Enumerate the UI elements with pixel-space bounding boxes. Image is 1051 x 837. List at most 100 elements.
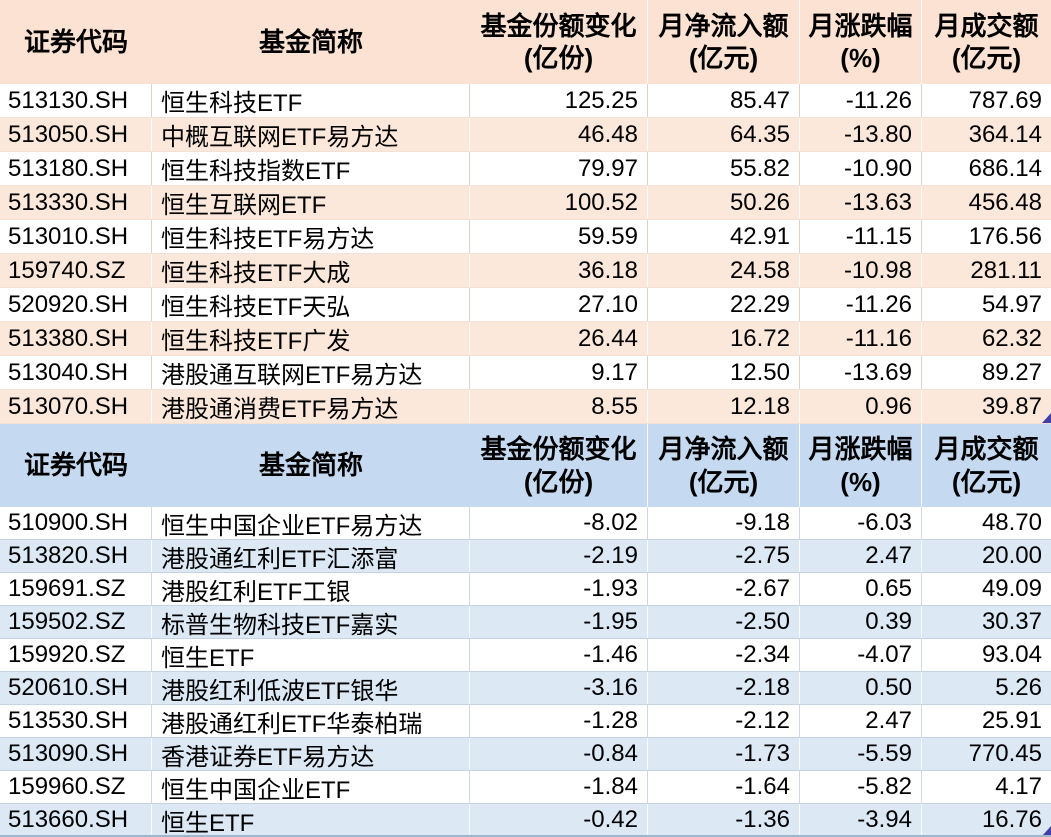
- column-header-title: 基金简称: [258, 450, 363, 481]
- security-code-cell: 159502.SZ: [0, 606, 152, 638]
- value-cell: 364.14: [968, 120, 1042, 148]
- inflow-table: 证券代码 基金简称 基金份额变化 (亿份) 月净流入额 (亿元) 月涨跌幅 (%) 月成交额 (亿…: [0, 0, 1051, 424]
- value-cell: -9.18: [648, 507, 800, 539]
- security-code-cell: 513820.SH: [0, 540, 152, 572]
- column-header-unit: (亿份): [523, 466, 594, 497]
- column-header: 证券代码: [0, 0, 152, 84]
- value-cell: -2.12: [648, 705, 800, 737]
- value-cell: 686.14: [968, 154, 1042, 182]
- fund-name-cell: 中概互联网ETF易方达: [152, 118, 470, 151]
- table-row: 513130.SH 恒生科技ETF 125.25 85.47 -11.26 787.69: [0, 84, 1051, 118]
- value-cell: 36.18: [470, 254, 648, 287]
- column-header-unit: (亿份): [523, 43, 594, 73]
- table-row: 159960.SZ 恒生中国企业ETF -1.84 -1.64 -5.82 4.17: [0, 771, 1051, 804]
- fund-name-cell: 恒生ETF: [152, 639, 470, 671]
- column-header-unit: (%): [840, 466, 881, 497]
- table-row: 513010.SH 恒生科技ETF易方达 59.59 42.91 -11.15 176.5…: [0, 220, 1051, 254]
- column-header-unit: (亿元): [951, 466, 1022, 497]
- value-cell: 787.69: [968, 86, 1042, 114]
- column-header-title: 证券代码: [23, 450, 128, 481]
- security-code-cell: 513530.SH: [0, 705, 152, 737]
- value-cell: -1.93: [470, 573, 648, 605]
- value-cell: -1.84: [470, 771, 648, 803]
- value-cell: -10.90: [800, 152, 922, 185]
- security-code-cell: 513180.SH: [0, 152, 152, 185]
- value-cell: 456.48: [968, 188, 1042, 216]
- value-cell: -1.28: [470, 705, 648, 737]
- column-header: 月成交额 (亿元): [922, 0, 1051, 84]
- value-cell: 85.47: [648, 84, 800, 117]
- value-cell: -10.98: [800, 254, 922, 287]
- value-cell: -2.75: [648, 540, 800, 572]
- value-cell: 100.52: [470, 186, 648, 219]
- value-cell: 48.70: [981, 509, 1042, 536]
- column-header-unit: (亿元): [951, 43, 1022, 73]
- table-row: 510900.SH 恒生中国企业ETF易方达 -8.02 -9.18 -6.03 48.7…: [0, 507, 1051, 540]
- fill-handle-marker[interactable]: [1042, 413, 1051, 423]
- value-cell: 176.56: [968, 222, 1042, 250]
- fund-name-cell: 恒生中国企业ETF易方达: [152, 507, 470, 539]
- value-cell: 2.47: [800, 540, 922, 572]
- security-code-cell: 513330.SH: [0, 186, 152, 219]
- fund-name-cell: 恒生互联网ETF: [152, 186, 470, 219]
- value-cell: -3.94: [800, 804, 922, 836]
- column-header-title: 月涨跌幅: [808, 10, 913, 41]
- table-row: 513820.SH 港股通红利ETF汇添富 -2.19 -2.75 2.47 20.00: [0, 540, 1051, 573]
- outflow-table: 证券代码 基金简称 基金份额变化 (亿份) 月净流入额 (亿元) 月涨跌幅 (%) 月成交额 (亿…: [0, 424, 1051, 837]
- security-code-cell: 513040.SH: [0, 356, 152, 389]
- value-cell: 39.87: [981, 392, 1042, 420]
- security-code-cell: 513380.SH: [0, 322, 152, 355]
- column-header-title: 月净流入额: [658, 434, 789, 464]
- value-cell: 93.04: [981, 641, 1042, 668]
- value-cell: -5.82: [800, 771, 922, 803]
- value-cell: -13.63: [800, 186, 922, 219]
- value-cell: 46.48: [470, 118, 648, 151]
- value-cell: 16.76: [981, 806, 1042, 833]
- table-row: 520920.SH 恒生科技ETF天弘 27.10 22.29 -11.26 54.97: [0, 288, 1051, 322]
- column-header: 月涨跌幅 (%): [800, 0, 922, 84]
- value-cell: -6.03: [800, 507, 922, 539]
- value-cell: 0.96: [800, 390, 922, 423]
- fund-name-cell: 恒生ETF: [152, 804, 470, 836]
- value-cell: 27.10: [470, 288, 648, 321]
- value-cell: 8.55: [470, 390, 648, 423]
- value-cell: 770.45: [968, 740, 1042, 767]
- value-cell: 0.39: [800, 606, 922, 638]
- column-header-title: 证券代码: [23, 26, 128, 57]
- fund-name-cell: 恒生科技ETF易方达: [152, 220, 470, 253]
- value-cell: 55.82: [648, 152, 800, 185]
- table-row: 159740.SZ 恒生科技ETF大成 36.18 24.58 -10.98 281.11: [0, 254, 1051, 288]
- value-cell: -0.42: [470, 804, 648, 836]
- column-header: 基金简称: [152, 424, 470, 507]
- value-cell: 26.44: [470, 322, 648, 355]
- fund-name-cell: 港股红利低波ETF银华: [152, 672, 470, 704]
- security-code-cell: 159691.SZ: [0, 573, 152, 605]
- table-row: 513090.SH 香港证券ETF易方达 -0.84 -1.73 -5.59 770.45: [0, 738, 1051, 771]
- table-row: 159920.SZ 恒生ETF -1.46 -2.34 -4.07 93.04: [0, 639, 1051, 672]
- security-code-cell: 513660.SH: [0, 804, 152, 836]
- security-code-cell: 513130.SH: [0, 84, 152, 117]
- column-header-title: 月涨跌幅: [808, 434, 913, 464]
- value-cell: -2.18: [648, 672, 800, 704]
- security-code-cell: 520610.SH: [0, 672, 152, 704]
- fill-handle-marker[interactable]: [1042, 826, 1051, 836]
- value-cell: -1.73: [648, 738, 800, 770]
- table-row: 520610.SH 港股红利低波ETF银华 -3.16 -2.18 0.50 5.26: [0, 672, 1051, 705]
- column-header: 基金份额变化 (亿份): [470, 0, 648, 84]
- table-row: 513380.SH 恒生科技ETF广发 26.44 16.72 -11.16 62.32: [0, 322, 1051, 356]
- value-cell: -11.15: [800, 220, 922, 253]
- fund-name-cell: 恒生科技ETF天弘: [152, 288, 470, 321]
- value-cell: 79.97: [470, 152, 648, 185]
- value-cell: -2.50: [648, 606, 800, 638]
- table-row: 513050.SH 中概互联网ETF易方达 46.48 64.35 -13.80 364.…: [0, 118, 1051, 152]
- value-cell: 0.50: [800, 672, 922, 704]
- column-header-unit: (亿元): [688, 466, 759, 497]
- value-cell: -1.46: [470, 639, 648, 671]
- column-header: 基金份额变化 (亿份): [470, 424, 648, 507]
- column-header-title: 月成交额: [934, 434, 1039, 464]
- value-cell: 125.25: [470, 84, 648, 117]
- column-header-title: 月净流入额: [658, 10, 789, 41]
- value-cell: -13.69: [800, 356, 922, 389]
- security-code-cell: 510900.SH: [0, 507, 152, 539]
- security-code-cell: 513090.SH: [0, 738, 152, 770]
